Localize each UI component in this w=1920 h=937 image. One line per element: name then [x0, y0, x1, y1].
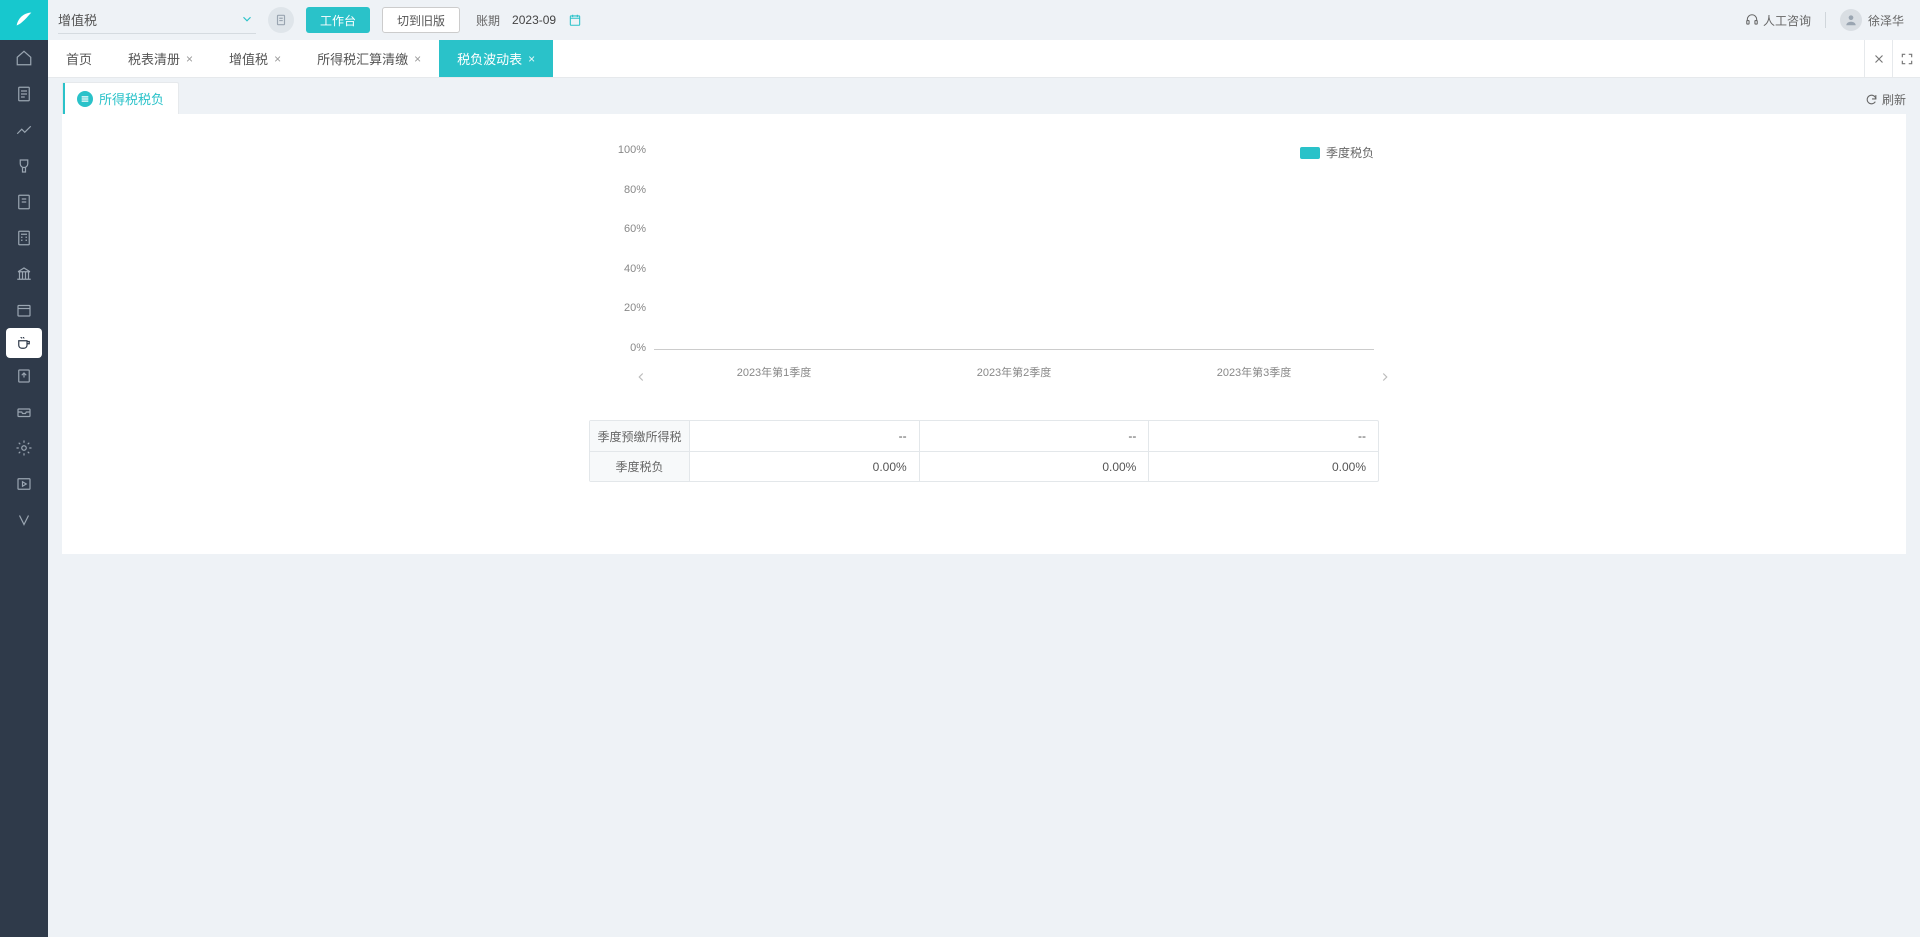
- user-menu[interactable]: 徐泽华: [1840, 9, 1904, 31]
- row-header: 季度税负: [590, 452, 690, 481]
- headset-icon: [1745, 13, 1759, 27]
- fullscreen-button[interactable]: [1892, 40, 1920, 77]
- nav-calc[interactable]: [0, 220, 48, 256]
- tax-type-select[interactable]: [58, 6, 256, 34]
- sub-tabs-row: 所得税税负 刷新: [48, 78, 1920, 114]
- nav-box[interactable]: [0, 292, 48, 328]
- nav-money[interactable]: [0, 148, 48, 184]
- x-tick: 2023年第2季度: [894, 360, 1134, 380]
- nav-inbox[interactable]: [0, 394, 48, 430]
- chart-plot: [654, 144, 1374, 360]
- tax-burden-table: 季度预缴所得税------季度税负0.00%0.00%0.00%: [589, 420, 1379, 482]
- nav-export[interactable]: [0, 358, 48, 394]
- tabs: 首页 税表清册 × 增值税 × 所得税汇算清缴 × 税负波动表 ×: [48, 40, 553, 77]
- close-icon[interactable]: ×: [186, 52, 193, 66]
- chart-baseline: [654, 349, 1374, 350]
- table-row: 季度税负0.00%0.00%0.00%: [590, 451, 1378, 481]
- nav-cup[interactable]: [6, 328, 42, 358]
- y-tick: 100%: [618, 144, 646, 156]
- chart-prev-icon[interactable]: [634, 370, 648, 384]
- workspace-button[interactable]: 工作台: [306, 7, 370, 33]
- sidebar: [0, 0, 48, 937]
- period-value[interactable]: 2023-09: [512, 13, 556, 27]
- app-logo[interactable]: [0, 0, 48, 40]
- divider: [1825, 12, 1826, 28]
- chart-y-axis: 100% 80% 60% 40% 20% 0%: [594, 144, 654, 354]
- tab[interactable]: 首页: [48, 40, 110, 77]
- content: 季度税负 100% 80% 60% 40% 20% 0% 2023年第1季度2023年第2…: [48, 114, 1920, 937]
- period-label: 账期: [476, 12, 500, 29]
- nav-doc[interactable]: [0, 184, 48, 220]
- row-header: 季度预缴所得税: [590, 421, 690, 451]
- nav-temple[interactable]: [0, 256, 48, 292]
- close-all-tabs[interactable]: [1864, 40, 1892, 77]
- close-icon[interactable]: ×: [274, 52, 281, 66]
- table-cell: 0.00%: [690, 452, 920, 481]
- table-cell: --: [1149, 421, 1378, 451]
- sidebar-nav: [0, 40, 48, 538]
- consult-label: 人工咨询: [1763, 12, 1811, 29]
- tab-label: 增值税: [229, 49, 268, 68]
- close-icon[interactable]: ×: [414, 52, 421, 66]
- sub-tab-label: 所得税税负: [99, 89, 164, 108]
- sub-tab-icon: [77, 91, 93, 107]
- table-cell: --: [690, 421, 920, 451]
- nav-v[interactable]: [0, 502, 48, 538]
- nav-home[interactable]: [0, 40, 48, 76]
- table-row: 季度预缴所得税------: [590, 421, 1378, 451]
- consult-link[interactable]: 人工咨询: [1745, 12, 1811, 29]
- tab[interactable]: 所得税汇算清缴 ×: [299, 40, 439, 77]
- tab[interactable]: 税负波动表 ×: [439, 40, 553, 77]
- table-cell: 0.00%: [1149, 452, 1378, 481]
- chart-x-axis: 2023年第1季度2023年第2季度2023年第3季度: [654, 360, 1374, 380]
- refresh-button[interactable]: 刷新: [1865, 91, 1906, 114]
- y-tick: 0%: [630, 342, 646, 354]
- tax-burden-chart: 季度税负 100%80%60%40%20%0% 2023年第1季度2023年第2…: [594, 144, 1374, 380]
- user-name: 徐泽华: [1868, 12, 1904, 29]
- y-tick: 80%: [624, 184, 646, 196]
- refresh-icon: [1865, 93, 1878, 106]
- y-tick: 20%: [624, 302, 646, 314]
- topbar: 工作台 切到旧版 账期 2023-09 人工咨询: [48, 0, 1920, 40]
- tab[interactable]: 税表清册 ×: [110, 40, 211, 77]
- nav-settings[interactable]: [0, 430, 48, 466]
- y-tick: 40%: [624, 263, 646, 275]
- doc-button[interactable]: [268, 7, 294, 33]
- sub-tab-income-tax-burden[interactable]: 所得税税负: [62, 82, 179, 114]
- panel: 季度税负 100% 80% 60% 40% 20% 0% 2023年第1季度2023年第2…: [62, 114, 1906, 554]
- x-tick: 2023年第1季度: [654, 360, 894, 380]
- nav-play[interactable]: [0, 466, 48, 502]
- close-icon[interactable]: ×: [528, 52, 535, 66]
- table-cell: --: [920, 421, 1150, 451]
- y-tick: 60%: [624, 223, 646, 235]
- nav-form[interactable]: [0, 76, 48, 112]
- x-tick: 2023年第3季度: [1134, 360, 1374, 380]
- tab-label: 所得税汇算清缴: [317, 49, 408, 68]
- table-cell: 0.00%: [920, 452, 1150, 481]
- tab-label: 税表清册: [128, 49, 180, 68]
- switch-old-button[interactable]: 切到旧版: [382, 7, 460, 33]
- refresh-label: 刷新: [1882, 91, 1906, 108]
- nav-analytics[interactable]: [0, 112, 48, 148]
- calendar-icon[interactable]: [568, 13, 582, 27]
- tax-type-input[interactable]: [58, 6, 256, 34]
- tab[interactable]: 增值税 ×: [211, 40, 299, 77]
- tab-label: 首页: [66, 49, 92, 68]
- tab-label: 税负波动表: [457, 49, 522, 68]
- chart-next-icon[interactable]: [1378, 370, 1392, 384]
- avatar: [1840, 9, 1862, 31]
- tabs-bar: 首页 税表清册 × 增值税 × 所得税汇算清缴 × 税负波动表 ×: [48, 40, 1920, 78]
